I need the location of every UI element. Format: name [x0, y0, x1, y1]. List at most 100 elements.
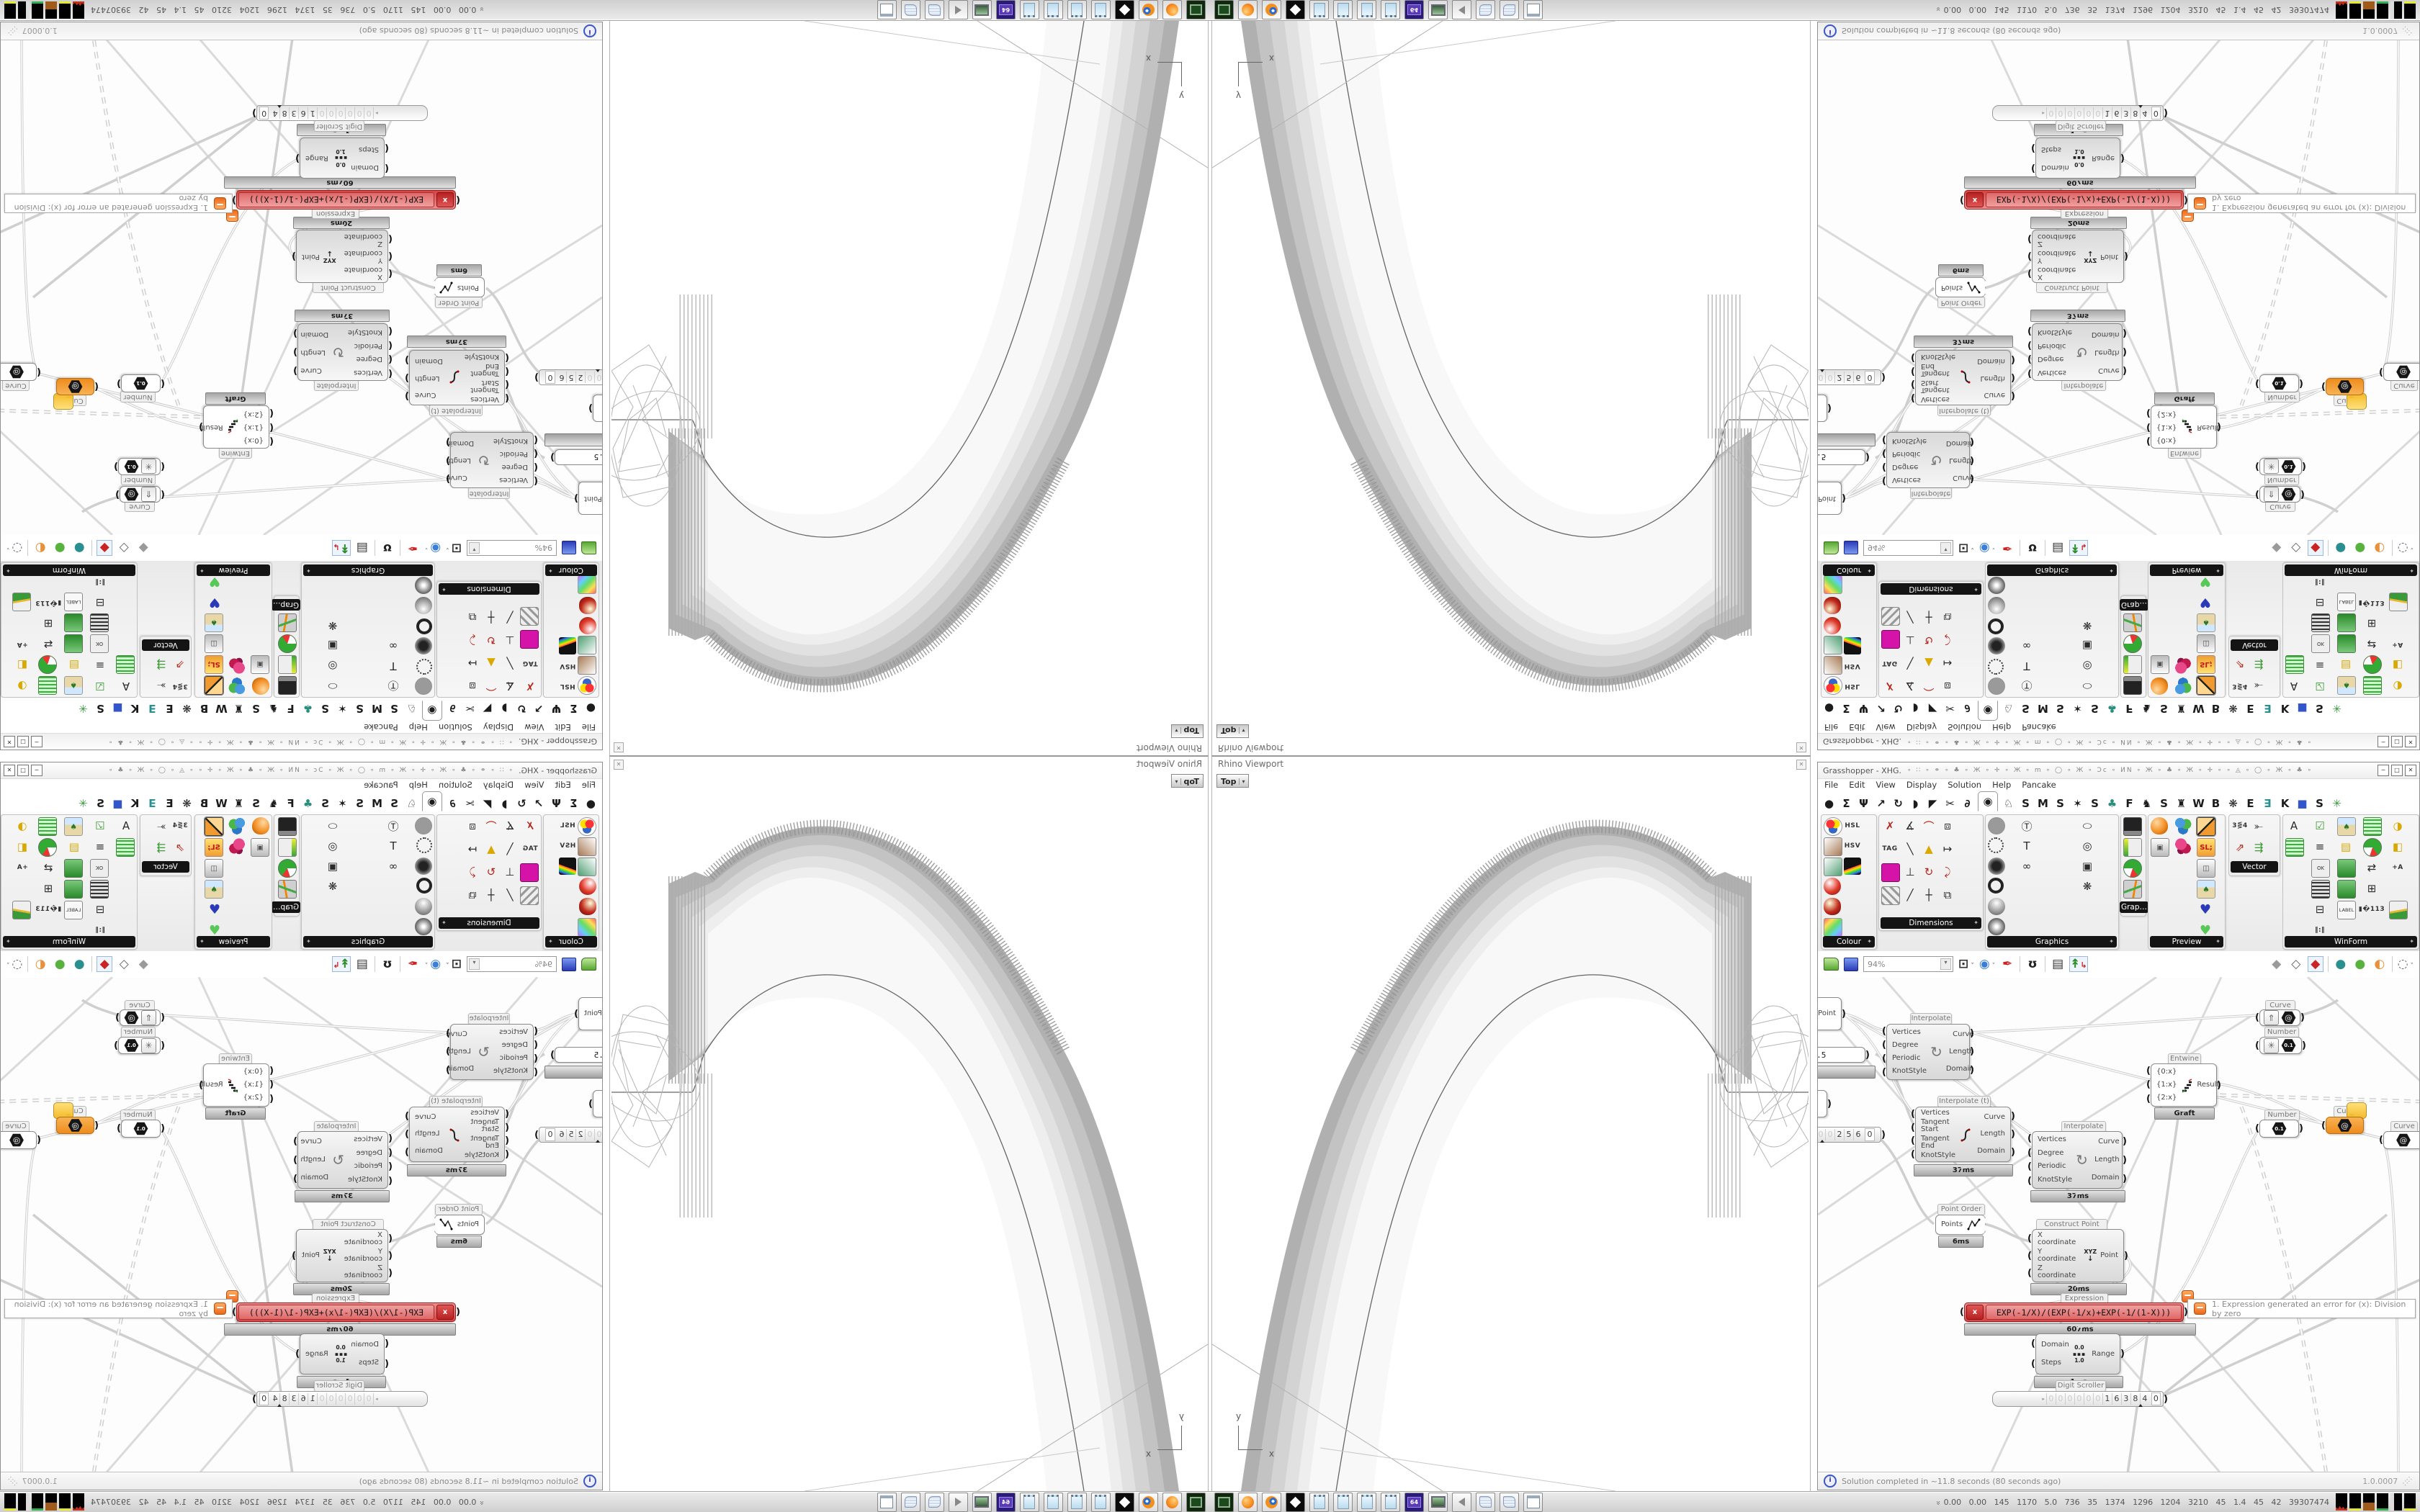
- green-slider-icon[interactable]: [2337, 613, 2356, 632]
- gh-param-curve-warning[interactable]: @: [2326, 378, 2364, 395]
- gh-tab-icon[interactable]: S: [2316, 702, 2323, 715]
- window-button[interactable]: ✕: [2405, 765, 2416, 776]
- square-icon[interactable]: ▣: [2081, 639, 2093, 652]
- palette-icon[interactable]: [117, 594, 135, 611]
- green-arrows-icon[interactable]: ⇶: [156, 658, 166, 671]
- gh-tab-icon[interactable]: ◗: [1912, 797, 1919, 810]
- gh-tab-icon[interactable]: Ψ: [1859, 702, 1868, 715]
- close-icon[interactable]: ✕: [614, 760, 624, 770]
- panel-title-winform[interactable]: WinForm: [2285, 936, 2417, 948]
- ball-radial-icon[interactable]: [1988, 577, 2005, 594]
- menu-item[interactable]: Pancake: [364, 722, 398, 732]
- gradient-list-icon[interactable]: [2123, 655, 2142, 674]
- gh-tab-icon[interactable]: ✳: [2332, 702, 2341, 715]
- mountain-chart-icon[interactable]: [2389, 593, 2408, 611]
- graph-icon[interactable]: [278, 613, 297, 632]
- marker-dim-icon[interactable]: ⧉: [1943, 888, 1952, 901]
- red-octagon-icon[interactable]: [1824, 597, 1841, 614]
- zoom-combo[interactable]: 94%: [467, 540, 557, 556]
- port-nub[interactable]: [1827, 1099, 1832, 1110]
- window-button[interactable]: ─: [2378, 736, 2389, 747]
- palette-icon[interactable]: [14, 615, 31, 632]
- scroller-digit[interactable]: 0: [2064, 1393, 2074, 1405]
- swap-icon[interactable]: ⇄: [43, 861, 53, 874]
- gh-param-curve-warning[interactable]: @: [56, 378, 94, 395]
- black-app-icon[interactable]: [1286, 0, 1305, 20]
- script-icon[interactable]: [925, 0, 944, 20]
- scroller-decimal[interactable]: 0: [545, 371, 555, 384]
- blob-teal-icon[interactable]: ●: [2335, 541, 2347, 555]
- blue-green-balls-icon[interactable]: [2174, 817, 2192, 834]
- palette-icon[interactable]: [2048, 617, 2066, 634]
- palette-icon[interactable]: [2048, 577, 2066, 594]
- gh-tab-icon[interactable]: S: [321, 702, 329, 715]
- panel-title-preview[interactable]: Preview: [2150, 936, 2223, 948]
- panel-title-colour[interactable]: Colour: [1823, 564, 1875, 576]
- port-nub[interactable]: [2164, 108, 2168, 119]
- compare-icon[interactable]: 3⋚4: [172, 683, 188, 690]
- scroller-digit[interactable]: 0: [327, 1393, 337, 1405]
- menu-item[interactable]: Solution: [438, 780, 472, 790]
- checkbox-icon[interactable]: ☑: [95, 819, 105, 832]
- gh-tab-icon[interactable]: F: [2125, 702, 2133, 715]
- gh-tab-icon[interactable]: W: [2192, 797, 2205, 810]
- blue-green-balls-icon[interactable]: [228, 817, 246, 834]
- hatch-grid-icon[interactable]: [1881, 886, 1900, 905]
- scroller-digit[interactable]: 5: [1844, 1129, 1853, 1140]
- ball-radial-icon[interactable]: [1988, 918, 2005, 935]
- pie-chart-icon[interactable]: [38, 655, 57, 674]
- notepad-icon[interactable]: [1381, 0, 1400, 20]
- green-cube-icon[interactable]: [578, 636, 596, 654]
- gh-slider-partial[interactable]: [544, 1066, 602, 1079]
- red-sphere-icon[interactable]: [1824, 878, 1841, 895]
- floppy-64-icon[interactable]: [996, 1492, 1016, 1512]
- window-button[interactable]: □: [17, 765, 29, 776]
- scroller-digit[interactable]: 0: [1818, 1129, 1825, 1140]
- scroller-decimal[interactable]: 0: [545, 1128, 555, 1141]
- gh-param-curve[interactable]: ⇑ @: [120, 1009, 161, 1026]
- blender-icon[interactable]: [1262, 0, 1281, 20]
- gradient-cube-icon[interactable]: [1824, 656, 1842, 675]
- panel-title-graphics[interactable]: Graphics: [1987, 564, 2117, 576]
- screen-icon[interactable]: ▣: [251, 838, 269, 857]
- notepad-icon[interactable]: [1044, 0, 1063, 20]
- resize-grip[interactable]: ∷∷: [5, 24, 19, 38]
- green-slider-icon[interactable]: [2337, 880, 2356, 899]
- panel-title-graphics[interactable]: Graphics: [303, 564, 433, 576]
- circle-blur-icon[interactable]: [415, 637, 432, 654]
- hsv-icon[interactable]: HSV: [559, 662, 576, 670]
- palette-icon[interactable]: [2079, 898, 2096, 915]
- vertical-dim-icon[interactable]: ⊥: [505, 634, 515, 647]
- rhino-viewport-window[interactable]: Rhino Viewport ✕ Top: [1211, 756, 1811, 1493]
- gh-component-point-partial[interactable]: Point: [1818, 482, 1842, 515]
- circle-fill-icon[interactable]: [415, 678, 432, 695]
- scroller-digit[interactable]: 0: [336, 1393, 346, 1405]
- window-button[interactable]: ✕: [4, 765, 15, 776]
- list-grid-icon[interactable]: ⊟: [2315, 903, 2325, 916]
- circle-dashed-icon[interactable]: [1988, 837, 2004, 853]
- font-icon[interactable]: A: [122, 680, 130, 693]
- port-nub[interactable]: [1842, 1009, 1846, 1020]
- ball-gradient-icon[interactable]: [1988, 597, 2005, 614]
- gh-tab-icon[interactable]: S: [2316, 797, 2323, 810]
- donut-icon[interactable]: ⬭: [2082, 819, 2092, 832]
- bars-icon[interactable]: ≡: [95, 840, 105, 853]
- snowflake-icon[interactable]: ❋: [328, 880, 338, 893]
- hsv-icon[interactable]: HSV: [1844, 842, 1861, 850]
- palette-icon[interactable]: [559, 577, 576, 594]
- pink-balls-icon[interactable]: [2174, 657, 2192, 674]
- add-text-icon[interactable]: +A: [17, 864, 28, 871]
- scroller-digit[interactable]: 0: [318, 107, 328, 119]
- palette-icon[interactable]: [354, 837, 372, 855]
- gh-tab-icon[interactable]: ♘: [406, 797, 417, 810]
- menu-item[interactable]: Edit: [555, 722, 571, 732]
- bars-icon[interactable]: ≡: [95, 659, 105, 672]
- gh-tab-icon[interactable]: ♞: [2141, 797, 2152, 810]
- gh-param-curve[interactable]: ⇑ @: [2259, 1009, 2300, 1026]
- gh-title-bar[interactable]: Grasshopper - XHG. ∘ ∷ ∘ ⚭ ∘ ♣ ∘ Ж ∘ ✛ ∘…: [1818, 733, 2419, 750]
- pie-chart-icon[interactable]: [2363, 838, 2382, 857]
- gh-tab-icon[interactable]: S: [356, 797, 364, 810]
- link-icon[interactable]: ∞: [2022, 860, 2032, 873]
